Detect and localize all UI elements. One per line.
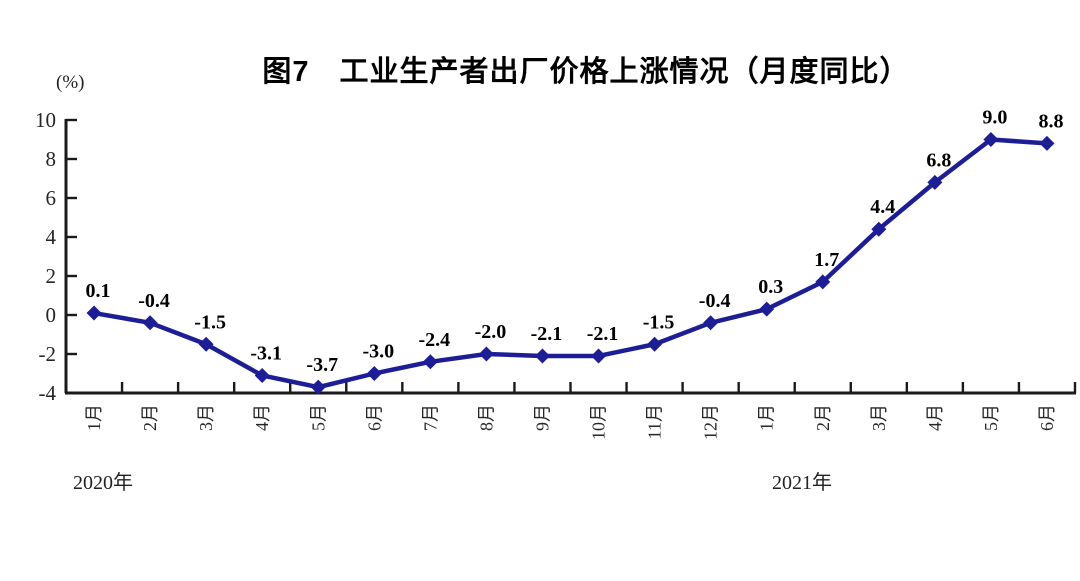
y-tick-label: -4 [39,381,57,405]
data-point-label: 8.8 [1038,110,1063,132]
x-tick-label: 3月 [196,404,216,431]
data-point-label: -2.1 [587,323,619,345]
x-tick-label: 2月 [813,404,833,431]
data-point-label: 4.4 [870,196,895,218]
x-tick-label: 10月 [589,404,609,440]
data-point-marker [254,367,270,383]
data-point-marker [815,274,831,290]
y-tick-label: 4 [46,225,57,249]
x-tick-label: 9月 [532,404,552,431]
data-point-marker [534,348,550,364]
y-tick-label: 2 [46,264,57,288]
chart-title: 图7 工业生产者出厂价格上涨情况（月度同比） [262,56,910,88]
data-point-marker [759,301,775,317]
data-point-label: -3.1 [250,342,282,364]
data-point-label: 9.0 [982,107,1007,129]
series-line [91,137,1050,390]
data-point-marker [1039,135,1055,151]
x-tick-label: 4月 [252,404,272,431]
x-tick-label: 8月 [476,404,496,431]
y-tick-label: 6 [46,186,57,210]
x-tick-label: 6月 [364,404,384,431]
data-point-marker [198,336,214,352]
y-tick-label: 8 [46,147,57,171]
data-point-label: 0.3 [758,276,783,298]
data-point-label: -2.4 [419,329,451,351]
x-tick-label: 3月 [869,404,889,431]
y-tick-label: 10 [35,108,56,132]
data-point-marker [366,366,382,381]
data-point-label: 1.7 [814,249,839,271]
data-point-label: -3.0 [362,341,394,363]
data-point-marker [871,221,887,237]
x-tick-label: 6月 [1037,404,1057,431]
data-point-label: 0.1 [86,280,111,302]
data-point-label: -2.1 [531,323,563,345]
data-point-marker [142,315,158,331]
x-tick-label: 1月 [757,404,777,431]
x-tick-label: 5月 [308,404,328,431]
data-point-marker [983,132,999,147]
data-point-marker [591,348,607,364]
data-point-label: 6.8 [926,149,951,171]
data-point-marker [86,305,102,321]
x-tick-label: 7月 [420,404,440,431]
x-tick-label: 4月 [925,404,945,431]
data-point-label: -0.4 [138,290,170,312]
data-point-marker [478,346,494,362]
data-point-marker [927,174,943,190]
data-point-marker [647,336,663,352]
data-point-marker [310,379,326,395]
data-point-label: -1.5 [194,311,226,333]
y-tick-label: 0 [46,303,57,327]
x-tick-label: 12月 [701,404,721,440]
data-point-label: -3.7 [306,354,338,376]
year-label: 2020年 [73,471,133,494]
data-point-marker [703,315,719,331]
data-point-label: -1.5 [643,311,675,333]
year-label: 2021年 [772,471,832,494]
x-tick-label: 2月 [140,404,160,431]
x-tick-label: 5月 [981,404,1001,431]
data-point-label: -2.0 [475,321,507,343]
x-tick-label: 1月 [84,404,104,431]
y-tick-label: -2 [39,342,57,366]
data-point-label: -0.4 [699,290,731,312]
data-point-marker [422,354,438,370]
y-axis-unit-label: (%) [56,72,85,93]
x-tick-label: 11月 [645,404,665,439]
